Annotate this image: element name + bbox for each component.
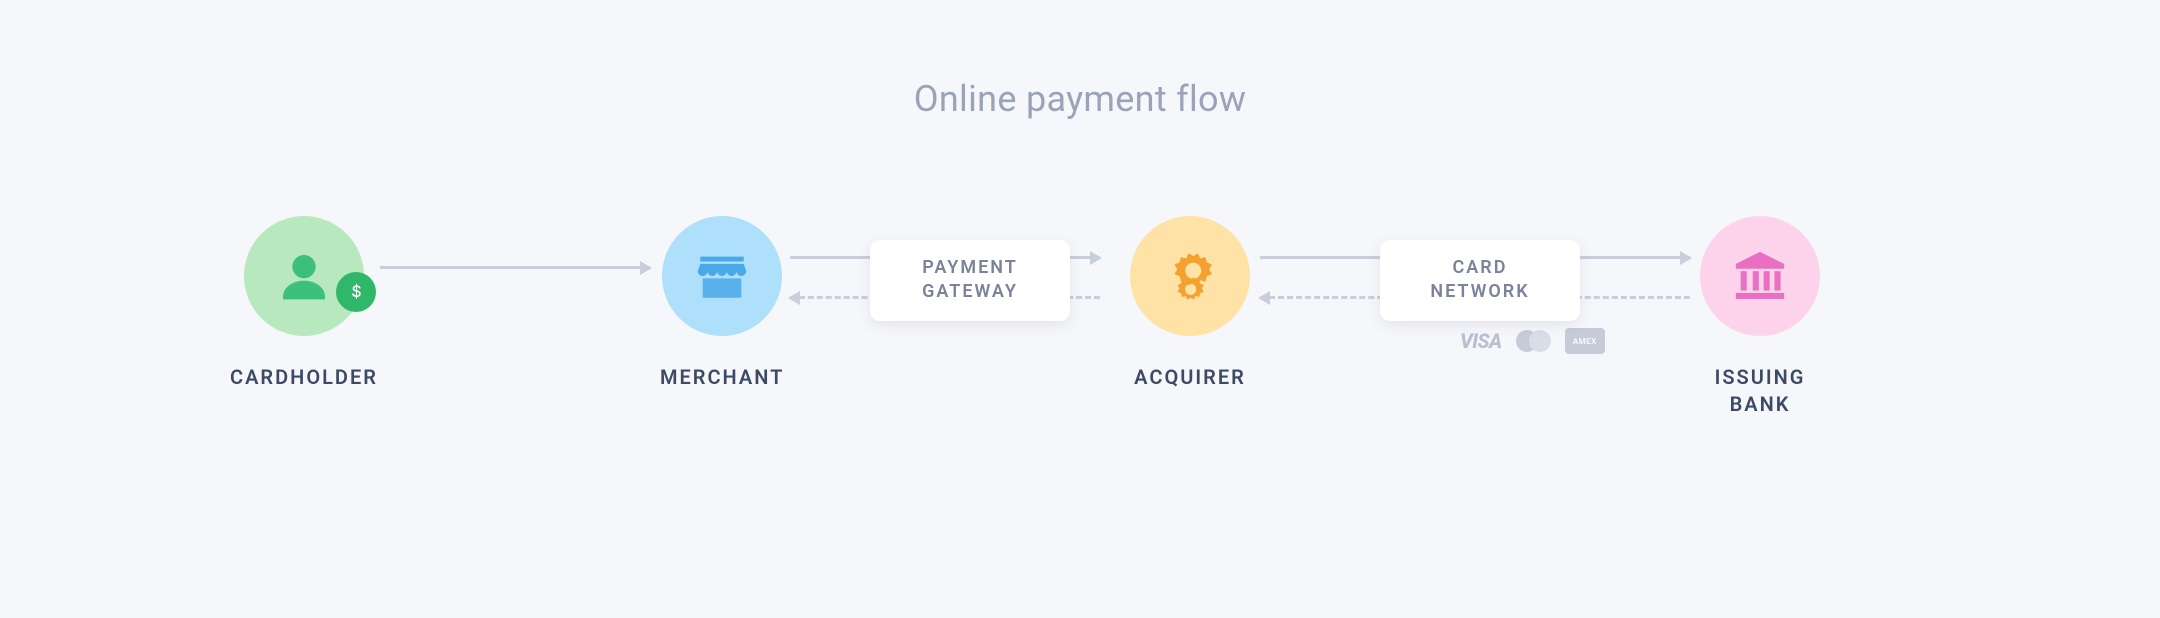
storefront-icon (693, 247, 751, 305)
bank-icon (1731, 247, 1789, 305)
mastercard-logo (1516, 330, 1551, 352)
visa-logo: VISA (1460, 329, 1502, 353)
node-issuing-bank: ISSUING BANK (1700, 216, 1820, 418)
diagram-title: Online payment flow (914, 78, 1246, 120)
box-card-network: CARD NETWORK (1380, 240, 1580, 321)
acquirer-label: ACQUIRER (1134, 364, 1246, 391)
merchant-label: MERCHANT (660, 364, 784, 391)
card-brands: VISA AMEX (1460, 328, 1605, 354)
acquirer-circle (1130, 216, 1250, 336)
node-cardholder: CARDHOLDER (230, 216, 378, 391)
gears-icon (1158, 244, 1222, 308)
dollar-badge (336, 272, 376, 312)
issuing-bank-circle (1700, 216, 1820, 336)
user-icon (276, 248, 332, 304)
flow-diagram: CARDHOLDER MERCHANT PAYMENT GATEWAY ACQU… (230, 216, 1930, 476)
issuing-bank-label: ISSUING BANK (1715, 364, 1806, 418)
node-acquirer: ACQUIRER (1130, 216, 1250, 391)
box-payment-gateway: PAYMENT GATEWAY (870, 240, 1070, 321)
dollar-icon (347, 283, 365, 301)
amex-logo: AMEX (1565, 328, 1605, 354)
arrow-cardholder-merchant (380, 266, 650, 269)
merchant-circle (662, 216, 782, 336)
node-merchant: MERCHANT (660, 216, 784, 391)
cardholder-label: CARDHOLDER (230, 364, 378, 391)
